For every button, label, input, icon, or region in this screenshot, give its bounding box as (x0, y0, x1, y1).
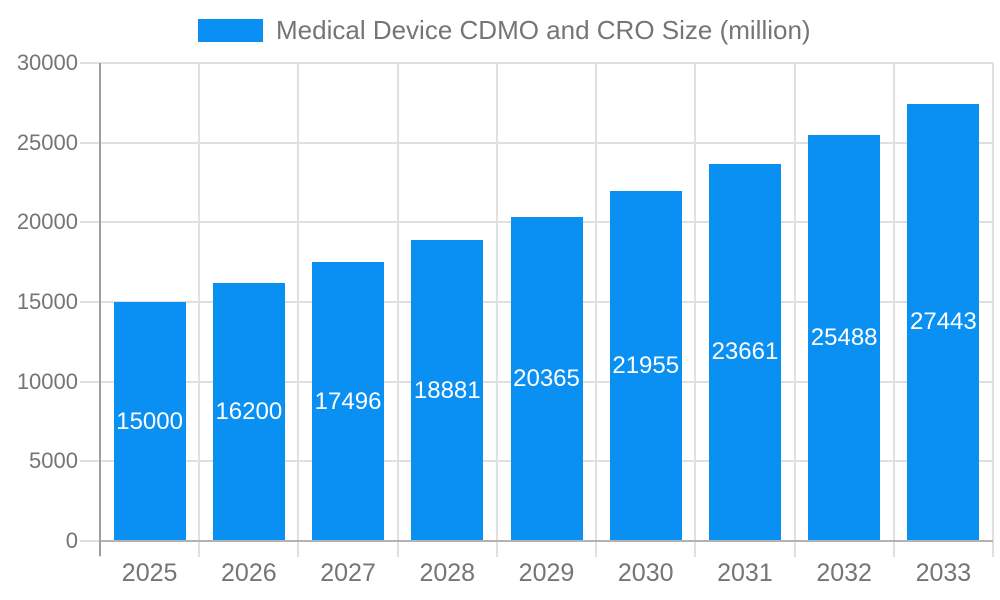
x-gridline (694, 63, 697, 541)
x-tick-label: 2030 (617, 559, 674, 587)
x-axis-line (100, 540, 993, 542)
bar-value-label: 16200 (215, 397, 283, 425)
x-gridline (892, 63, 895, 541)
x-axis-tick (892, 541, 895, 557)
x-axis-tick (495, 541, 498, 557)
y-tick-label: 15000 (16, 289, 78, 314)
x-axis-tick (694, 541, 697, 557)
bar[interactable]: 20365 (510, 216, 583, 541)
bar-value-label: 25488 (810, 323, 878, 351)
y-tick-label: 30000 (16, 50, 78, 75)
x-gridline (992, 63, 994, 541)
x-gridline (595, 63, 598, 541)
x-gridline (198, 63, 201, 541)
x-tick-label: 2032 (816, 559, 872, 587)
bar-value-label: 21955 (612, 352, 680, 380)
x-tick-label: 2028 (419, 559, 476, 587)
y-tick-label: 10000 (16, 368, 78, 394)
x-tick-label: 2029 (518, 559, 575, 587)
x-tick-label: 2033 (915, 559, 972, 587)
x-gridline (495, 63, 498, 541)
x-axis-tick (198, 541, 201, 557)
bar[interactable]: 23661 (708, 164, 781, 541)
bar-value-label: 17496 (314, 387, 382, 415)
y-gridline (80, 62, 993, 64)
y-tick-label: 0 (65, 528, 78, 553)
bar[interactable]: 27443 (907, 103, 980, 541)
x-axis-tick (396, 541, 399, 557)
legend-item[interactable]: Medical Device CDMO and CRO Size (millio… (198, 16, 811, 44)
y-tick-label: 25000 (16, 129, 78, 155)
bar-value-label: 15000 (116, 407, 183, 435)
y-axis-line (99, 63, 101, 556)
bar-value-label: 18881 (413, 376, 481, 404)
bar[interactable]: 17496 (312, 262, 385, 541)
bar-value-label: 20365 (513, 364, 580, 392)
y-tick-label: 20000 (16, 209, 78, 235)
bar[interactable]: 15000 (113, 302, 186, 541)
bar-value-label: 27443 (910, 308, 977, 336)
x-tick-label: 2026 (221, 559, 277, 587)
plot-area: 0 5000 10000 15000 20000 25000 30000 15000 16200… (17, 50, 994, 587)
legend-label: Medical Device CDMO and CRO Size (millio… (276, 15, 811, 45)
y-tick-label: 5000 (29, 448, 78, 474)
x-gridline (396, 63, 399, 541)
x-axis-tick (992, 541, 994, 557)
bar[interactable]: 21955 (609, 191, 682, 541)
x-tick-label: 2027 (320, 559, 376, 587)
y-gridline (80, 141, 993, 144)
bar[interactable]: 18881 (411, 240, 484, 541)
bar[interactable]: 25488 (808, 134, 881, 541)
x-gridline (297, 63, 300, 541)
bar-value-label: 23661 (711, 338, 779, 366)
x-axis-tick (595, 541, 598, 557)
x-tick-label: 2025 (121, 559, 178, 587)
x-axis-tick (297, 541, 300, 557)
x-axis-tick (793, 541, 796, 557)
legend-swatch (198, 18, 263, 42)
x-gridline (793, 63, 796, 541)
x-tick-label: 2031 (717, 559, 773, 587)
bar[interactable]: 16200 (212, 282, 285, 541)
